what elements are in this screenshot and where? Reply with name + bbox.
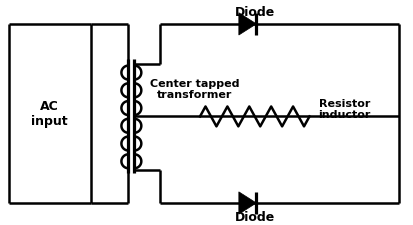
Polygon shape <box>239 192 256 214</box>
Text: Resistor
inductor: Resistor inductor <box>318 98 370 120</box>
Text: AC
input: AC input <box>31 100 68 128</box>
Text: Diode: Diode <box>235 6 275 19</box>
Polygon shape <box>239 14 256 36</box>
Text: Diode: Diode <box>235 211 275 223</box>
Text: Center tapped
transformer: Center tapped transformer <box>150 78 240 100</box>
